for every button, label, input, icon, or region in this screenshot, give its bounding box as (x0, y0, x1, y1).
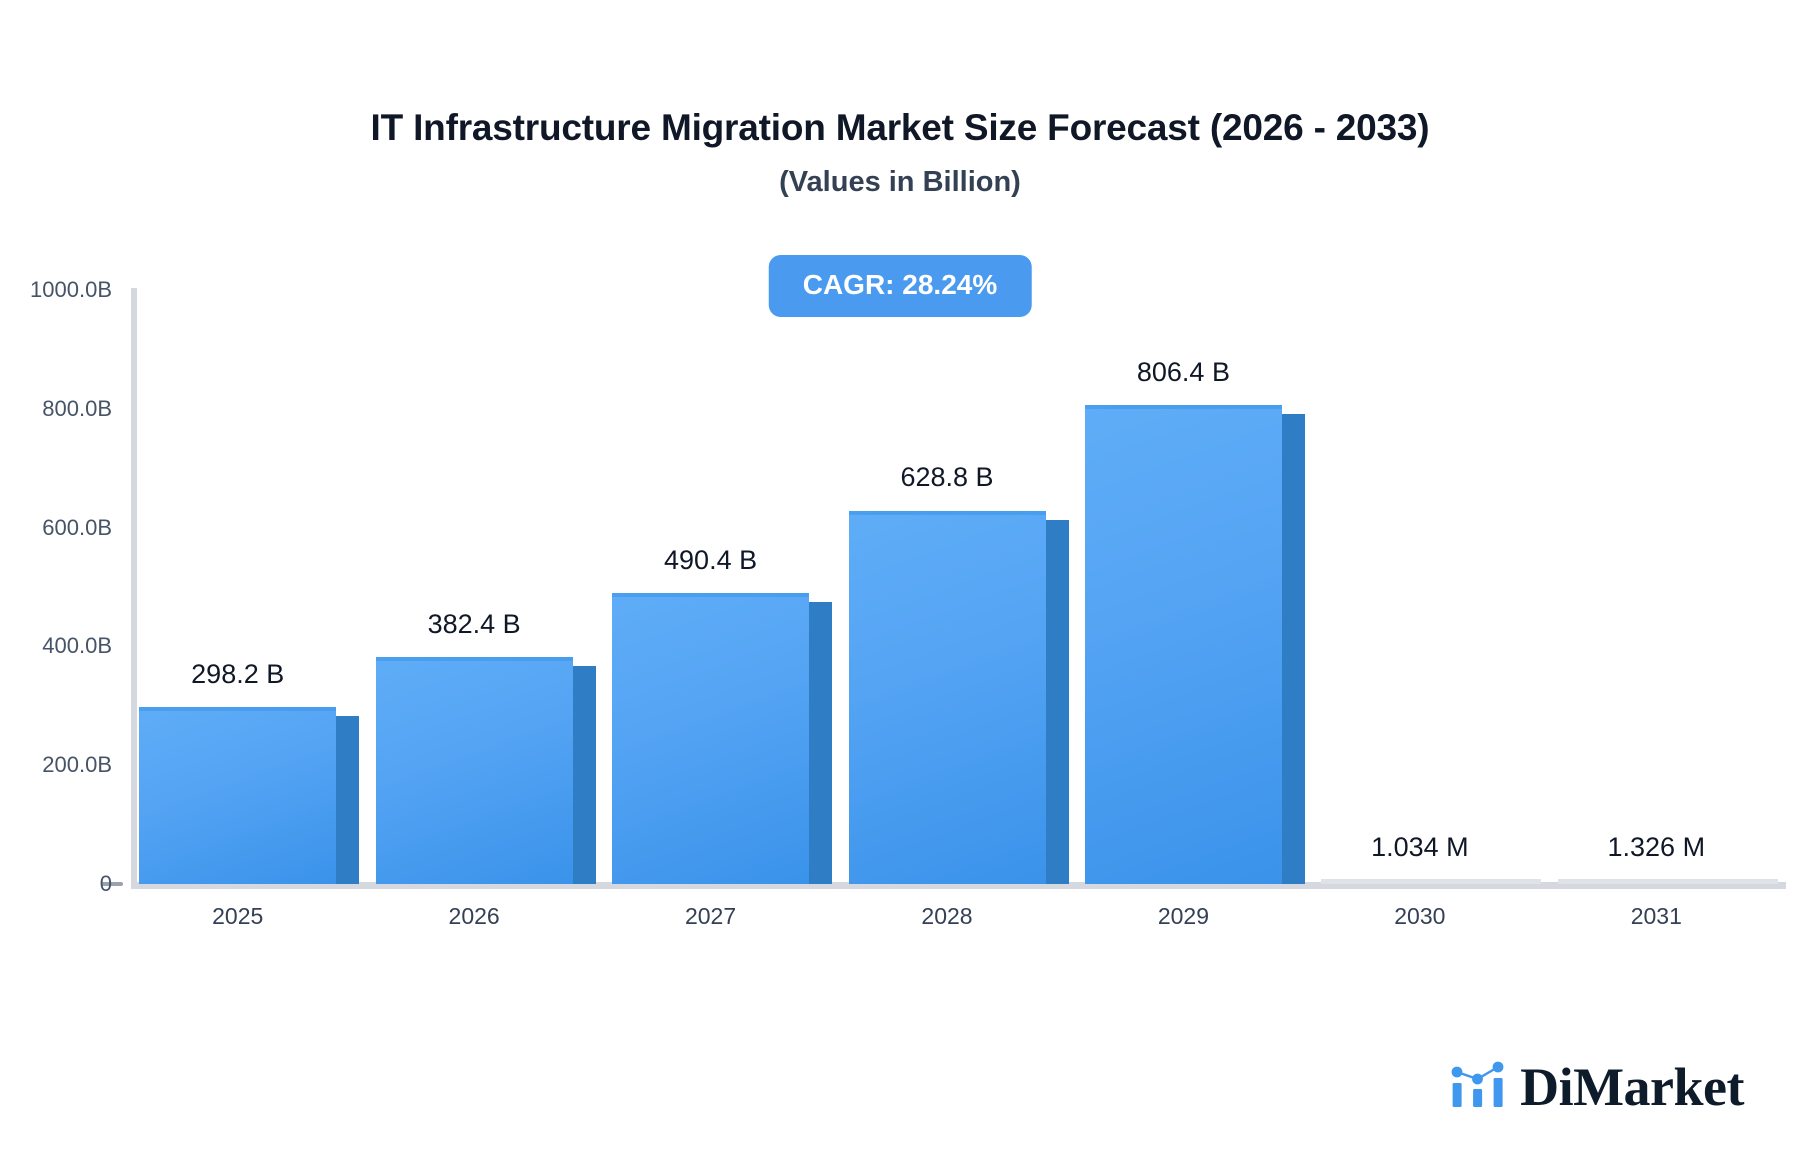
y-axis-tick-label: 0 (99, 871, 112, 896)
y-axis-zero-tick (101, 882, 123, 886)
bar-side-face (1045, 519, 1069, 884)
bar-front-face (612, 592, 810, 884)
page-title: IT Infrastructure Migration Market Size … (370, 107, 1430, 148)
bar-top-edge (375, 656, 573, 661)
bar-front-face (848, 510, 1046, 884)
x-axis-tick-label: 2025 (212, 903, 264, 929)
bar[interactable] (848, 510, 1069, 884)
x-axis-tick-label: 2027 (684, 903, 737, 929)
y-axis-tick-label: 800.0B (42, 395, 112, 421)
bar-front-face (1084, 405, 1282, 884)
bar-top-edge (139, 706, 337, 711)
chart-header: IT Infrastructure Migration Market Size … (0, 107, 1800, 199)
brand-logo: DiMarket (1450, 1059, 1744, 1114)
bar-value-label: 382.4 B (427, 608, 521, 639)
bar-front-face (139, 706, 337, 884)
bar[interactable] (612, 592, 833, 884)
bar-top-edge (848, 510, 1046, 515)
y-axis-tick-label: 400.0B (42, 633, 112, 659)
bar[interactable] (1321, 879, 1542, 884)
bar-value-label: 490.4 B (664, 544, 758, 575)
bar-value-label: 1.326 M (1607, 832, 1706, 862)
bar-side-face (809, 601, 833, 884)
bar-value-label: 628.8 B (900, 462, 994, 493)
bar-side-face (572, 665, 596, 884)
bar[interactable] (1557, 879, 1778, 884)
x-axis-baseline (131, 882, 1786, 889)
x-axis-tick-label: 2028 (921, 903, 973, 929)
bar[interactable] (375, 656, 596, 884)
y-axis-tick-label: 200.0B (42, 752, 112, 778)
bar-chart-icon (1450, 1059, 1506, 1114)
bar[interactable] (1084, 405, 1305, 884)
y-axis-line (131, 288, 137, 884)
x-axis-tick-label: 2031 (1630, 903, 1682, 929)
bar-side-face (336, 715, 360, 884)
bar-front-face (375, 656, 573, 884)
bar-value-label: 298.2 B (191, 658, 285, 689)
x-axis-tick-label: 2029 (1157, 903, 1210, 929)
bar-value-label: 1.034 M (1371, 832, 1469, 862)
x-axis-tick-label: 2026 (448, 903, 500, 929)
bar-value-label: 806.4 B (1136, 356, 1230, 387)
bar-side-face (1281, 414, 1305, 884)
brand-name: DiMarket (1520, 1056, 1744, 1117)
cagr-badge: CAGR: 28.24% (768, 255, 1032, 318)
bar[interactable] (139, 706, 360, 884)
bar-series (131, 0, 1786, 1156)
y-axis-tick-label: 1000.0B (30, 277, 112, 302)
bar-top-edge (612, 592, 810, 597)
chart-subtitle: (Values in Billion) (779, 165, 1021, 198)
y-axis-tick-label: 600.0B (42, 514, 112, 540)
bar-top-edge (1084, 405, 1282, 409)
x-axis-tick-label: 2030 (1394, 903, 1446, 929)
